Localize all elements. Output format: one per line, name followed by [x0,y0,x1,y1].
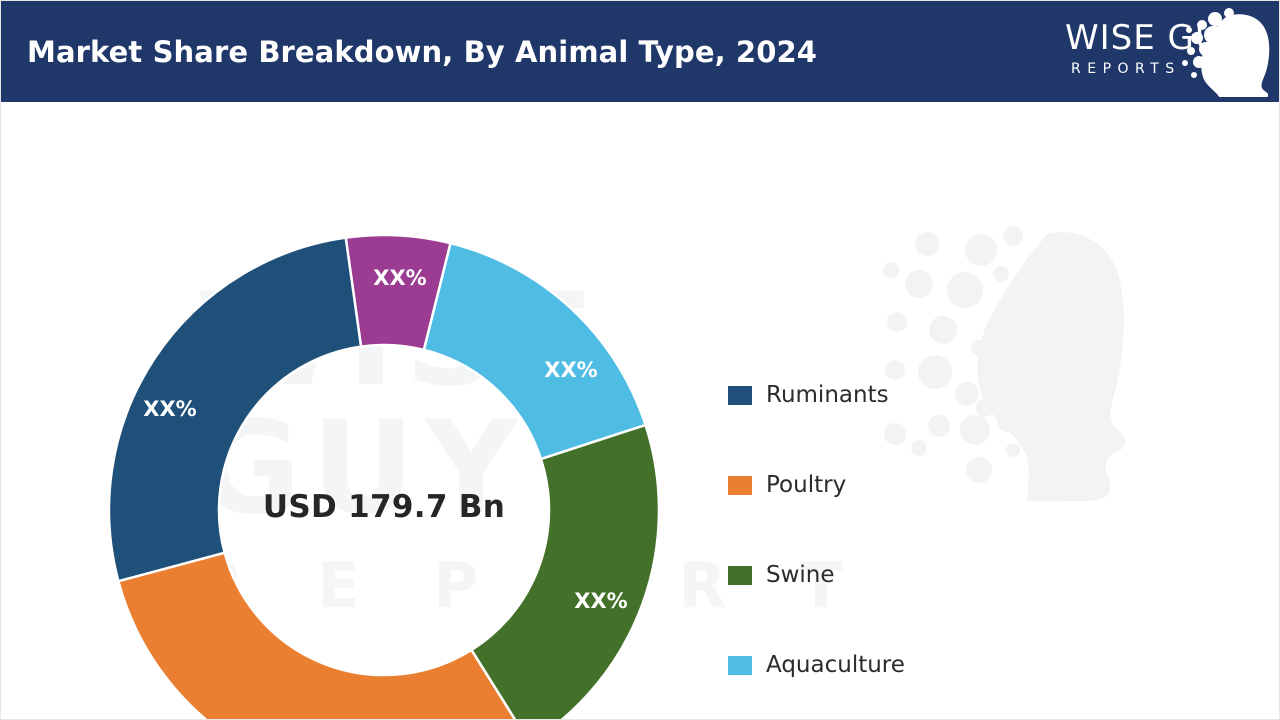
slice-label-swine: XX% [574,589,628,613]
legend-swatch-ruminants [728,385,752,405]
page-header: Market Share Breakdown, By Animal Type, … [1,1,1279,120]
slice-label-pets: XX% [373,266,427,290]
logo-head-mark [1182,8,1270,120]
legend-swatch-aquaculture [728,655,752,675]
legend-item-ruminants[interactable]: Ruminants [728,350,1028,440]
legend-label-swine: Swine [766,562,835,588]
legend-item-poultry[interactable]: Poultry [728,440,1028,530]
legend-item-aquaculture[interactable]: Aquaculture [728,620,1028,710]
slice-ruminants[interactable] [107,236,363,583]
legend-label-poultry: Poultry [766,472,847,498]
donut-center-total: USD 179.7 Bn [262,489,506,525]
wiseguy-reports-logo: WISE GUY REPORTS [1063,5,1273,120]
page-title: Market Share Breakdown, By Animal Type, … [27,34,818,69]
slice-poultry[interactable] [116,551,529,720]
legend-swatch-swine [728,565,752,585]
slice-label-aquaculture: XX% [544,358,598,382]
logo-text-secondary: REPORTS [1071,61,1181,77]
chart-legend: Ruminants Poultry Swine Aquaculture Pets [728,350,1028,719]
slice-label-ruminants: XX% [143,397,197,421]
donut-slices [107,233,661,720]
slice-aquaculture[interactable] [422,241,648,461]
donut-chart-svg [107,233,661,720]
legend-item-pets[interactable]: Pets [728,710,1028,719]
slice-swine[interactable] [469,423,661,720]
donut-chart: XX% 29.7% XX% XX% XX% USD 179.7 Bn [101,227,667,720]
legend-label-ruminants: Ruminants [766,382,889,408]
legend-swatch-poultry [728,475,752,495]
legend-item-swine[interactable]: Swine [728,530,1028,620]
chart-body: WISE GUY R E P O R T S [1,102,1279,720]
legend-label-aquaculture: Aquaculture [766,652,905,678]
